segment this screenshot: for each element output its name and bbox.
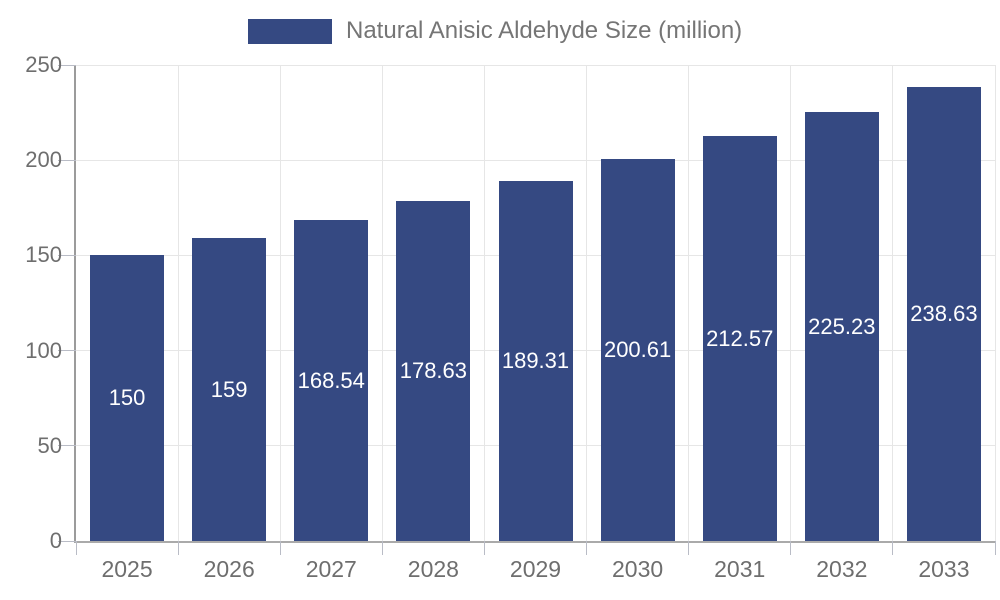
bar-2026: 159 <box>192 238 267 541</box>
x-tick-label-2029: 2029 <box>509 556 562 582</box>
legend-swatch <box>248 18 332 44</box>
bar-2031: 212.57 <box>702 136 777 541</box>
x-tick-mark-1 <box>177 541 179 555</box>
bar-value-label-2032: 225.23 <box>808 313 876 339</box>
gridline-x-boundary-3 <box>381 65 383 541</box>
gridline-y-250 <box>76 64 995 66</box>
x-tick-mark-9 <box>994 541 996 555</box>
gridline-x-boundary-6 <box>688 65 690 541</box>
x-tick-mark-3 <box>381 541 383 555</box>
y-tick-mark-0 <box>58 540 76 542</box>
y-tick-label-150: 150 <box>25 242 62 268</box>
x-tick-label-2033: 2033 <box>918 556 970 582</box>
x-tick-mark-8 <box>892 541 894 555</box>
bar-value-label-2029: 189.31 <box>501 347 570 373</box>
bar-2027: 168.54 <box>294 220 369 541</box>
bar-value-label-2030: 200.61 <box>603 337 672 363</box>
y-tick-mark-250 <box>58 64 76 66</box>
y-tick-label-0: 0 <box>49 528 62 553</box>
bar-value-label-2031: 212.57 <box>706 325 774 351</box>
bar-2033: 238.63 <box>906 86 981 541</box>
y-tick-mark-200 <box>58 159 76 161</box>
x-tick-mark-4 <box>483 541 485 555</box>
x-tick-mark-7 <box>790 541 792 555</box>
bar-value-label-2028: 178.63 <box>399 357 468 383</box>
bar-2030: 200.61 <box>600 159 675 541</box>
plot-area: 0 50 100 150 200 250 2025 2026 2027 2028 2029 2030 2… <box>25 53 996 582</box>
gridline-x-boundary-1 <box>177 65 179 541</box>
bar-value-label-2025: 150 <box>108 385 146 411</box>
bar-value-label-2033: 238.63 <box>910 300 978 326</box>
y-tick-mark-100 <box>58 350 76 352</box>
x-tick-mark-2 <box>279 541 281 555</box>
y-tick-label-200: 200 <box>25 147 62 173</box>
x-tick-label-2031: 2031 <box>714 556 766 582</box>
x-tick-label-2027: 2027 <box>305 556 357 582</box>
bar-2029: 189.31 <box>498 180 573 541</box>
x-tick-label-2028: 2028 <box>407 556 459 582</box>
gridline-x-boundary-4 <box>483 65 485 541</box>
legend[interactable]: Natural Anisic Aldehyde Size (million) <box>248 17 742 45</box>
x-tick-mark-6 <box>688 541 690 555</box>
x-tick-label-2032: 2032 <box>816 556 868 582</box>
x-tick-label-2030: 2030 <box>612 556 664 582</box>
x-tick-mark-5 <box>586 541 588 555</box>
bar-2032: 225.23 <box>804 112 879 541</box>
bar-value-label-2027: 168.54 <box>297 367 365 393</box>
bar-2028: 178.63 <box>396 200 471 541</box>
gridline-x-boundary-2 <box>279 65 281 541</box>
x-tick-label-2026: 2026 <box>203 556 255 582</box>
y-tick-label-50: 50 <box>37 432 62 458</box>
gridline-x-boundary-8 <box>892 65 894 541</box>
gridline-x-boundary-7 <box>790 65 792 541</box>
legend-label: Natural Anisic Aldehyde Size (million) <box>346 17 743 44</box>
y-tick-label-250: 250 <box>25 52 62 77</box>
gridline-y-200 <box>76 159 995 161</box>
y-tick-mark-50 <box>58 445 76 447</box>
gridline-x-boundary-9 <box>994 65 996 541</box>
gridline-x-boundary-5 <box>586 65 588 541</box>
bar-2025: 150 <box>90 255 165 541</box>
x-tick-mark-0 <box>75 541 77 555</box>
y-tick-label-100: 100 <box>25 337 62 363</box>
y-tick-mark-150 <box>58 254 76 256</box>
bar-value-label-2026: 159 <box>210 376 248 402</box>
x-tick-label-2025: 2025 <box>101 556 153 582</box>
